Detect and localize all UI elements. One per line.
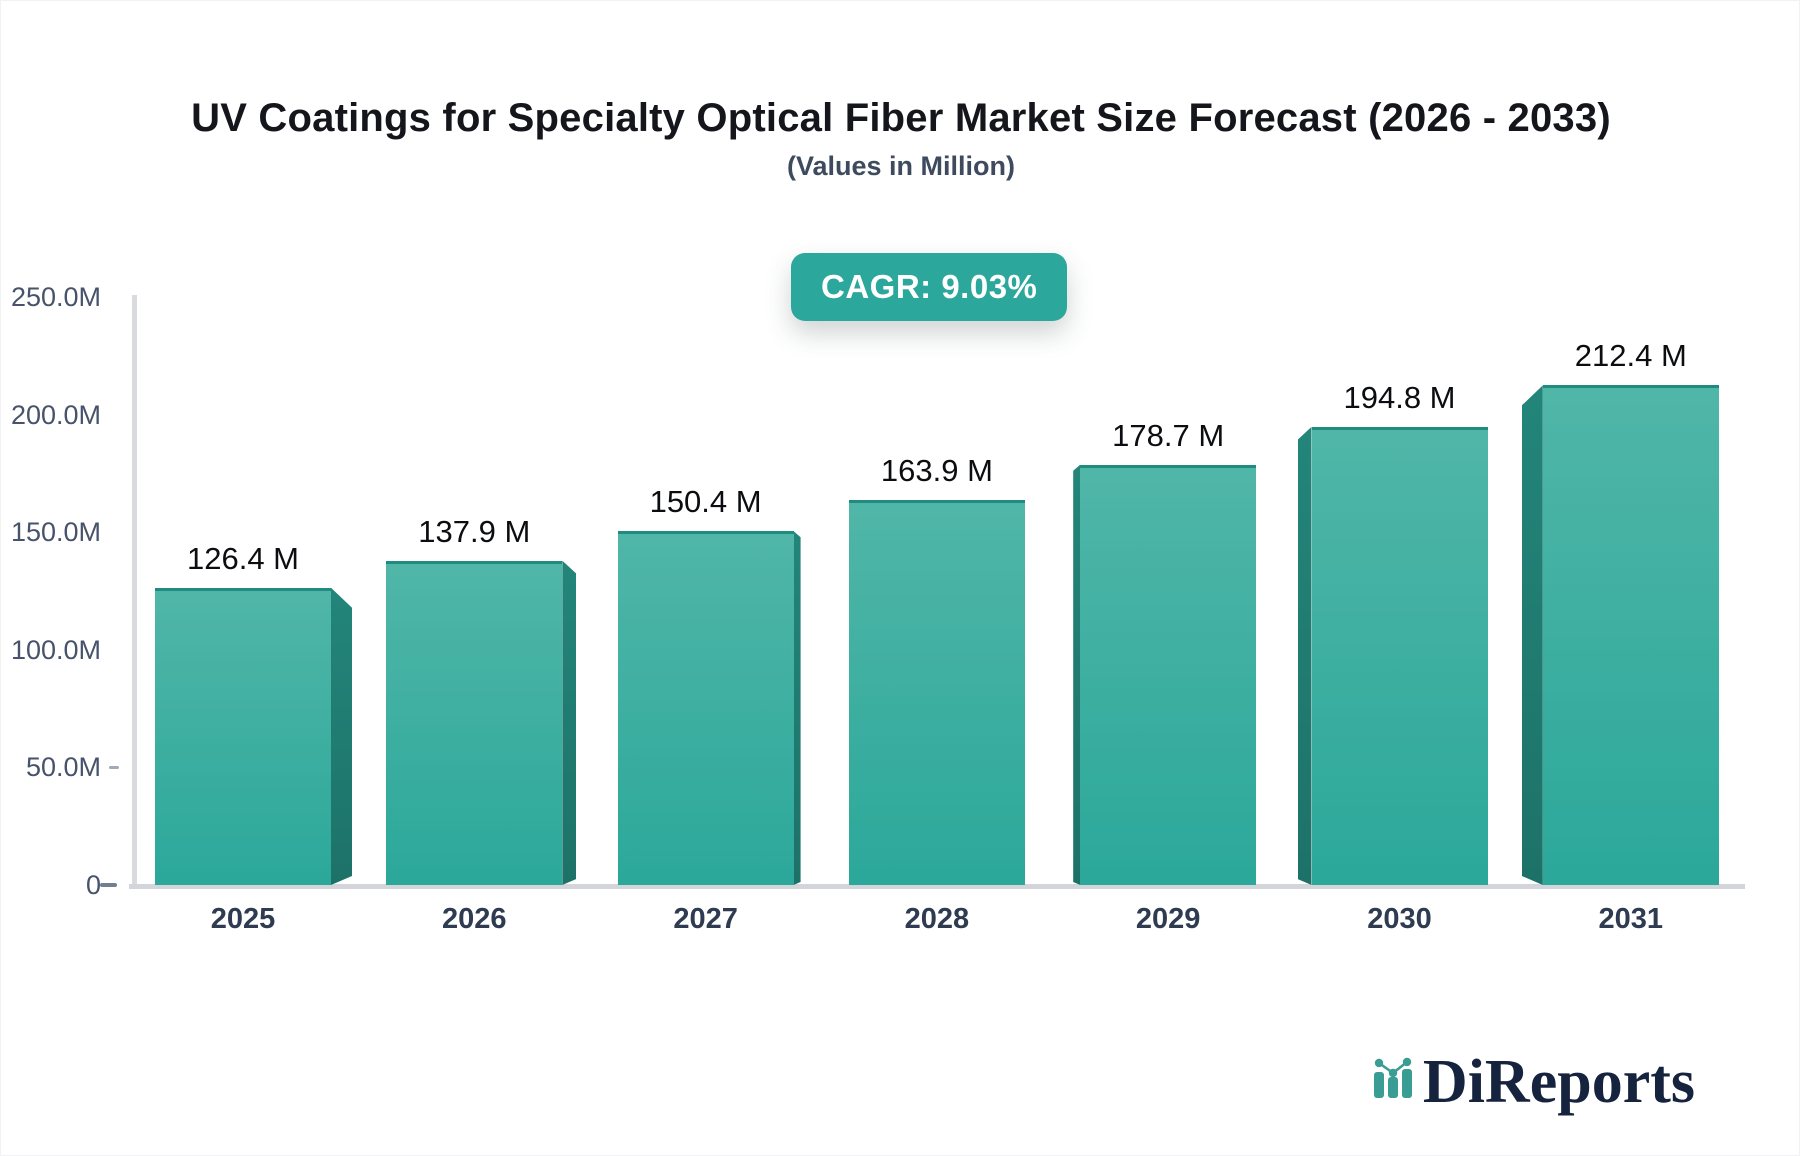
bar-2026 [386,560,563,885]
x-axis-label-2029: 2029 [1135,903,1201,935]
bar-value-label: 163.9 M [880,452,993,488]
bar-2025 [155,587,331,885]
bar-side-face-2027 [794,531,801,885]
x-axis-label-2030: 2030 [1367,903,1432,935]
x-axis-label-2026: 2026 [442,903,507,935]
bar-2027 [617,531,794,885]
page-subtitle: (Values in Million) [786,151,1016,181]
y-axis-label: 100.0M [10,634,101,665]
x-axis-label-2027: 2027 [673,903,738,935]
y-axis-label: 200.0M [10,399,101,430]
y-axis-label: 50.0M [25,752,101,783]
bar-2031 [1542,385,1719,885]
y-axis-line [132,295,137,889]
bar-value-label: 178.7 M [1112,417,1225,453]
y-axis-tick [109,766,119,770]
bar-value-label: 212.4 M [1574,338,1687,374]
bar-side-face-2025 [331,588,352,885]
bar-value-label: 137.9 M [418,513,531,549]
x-axis-label-2031: 2031 [1598,903,1664,935]
page-title: UV Coatings for Specialty Optical Fiber … [191,96,1611,140]
y-axis-label: 0 [85,870,101,900]
x-axis-baseline [129,884,1745,889]
bar-side-face-2031 [1522,385,1543,885]
x-axis-label-2028: 2028 [904,903,970,935]
bar-2029 [1080,464,1257,885]
bar-value-label: 194.8 M [1343,379,1456,415]
logo-text: DiReports [1422,1047,1695,1116]
y-axis-label: 150.0M [10,517,101,548]
brand-logo: DiReports [1371,1047,1695,1116]
y-axis-label: 250.0M [10,282,101,312]
bar-chart-sparkline-icon [1373,1057,1412,1098]
bar-side-face-2026 [562,561,576,885]
y-axis-tick [100,883,117,887]
bar-2030 [1311,426,1488,885]
bar-2028 [848,499,1025,885]
bar-side-face-2030 [1298,427,1312,885]
cagr-badge: CAGR: 9.03% [791,253,1068,321]
bar-side-face-2029 [1073,465,1080,885]
bar-value-label: 126.4 M [186,540,299,576]
x-axis-label-2025: 2025 [210,903,276,935]
bar-value-label: 150.4 M [649,484,762,520]
